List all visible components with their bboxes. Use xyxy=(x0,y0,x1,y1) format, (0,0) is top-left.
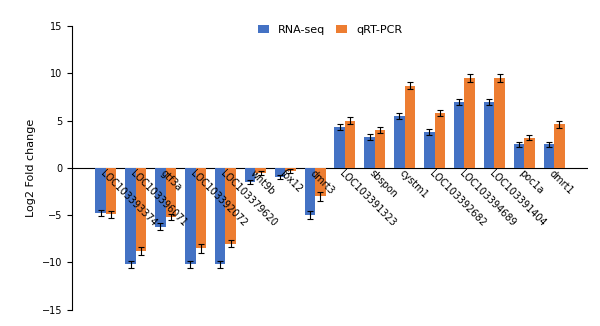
Bar xyxy=(424,132,434,168)
Bar xyxy=(484,102,494,168)
Bar xyxy=(275,168,285,177)
Text: fox12: fox12 xyxy=(278,168,304,194)
Bar xyxy=(215,168,226,264)
Bar xyxy=(305,168,315,215)
Bar xyxy=(166,168,176,217)
Text: LOC103393374: LOC103393374 xyxy=(99,168,159,228)
Bar xyxy=(524,138,535,168)
Bar xyxy=(544,144,554,168)
Bar xyxy=(394,116,404,168)
Bar xyxy=(464,78,475,168)
Y-axis label: Log2 Fold change: Log2 Fold change xyxy=(26,119,36,217)
Bar xyxy=(554,125,565,168)
Text: dmrt1: dmrt1 xyxy=(547,168,575,196)
Bar xyxy=(155,168,166,227)
Bar xyxy=(364,137,375,168)
Bar xyxy=(454,102,464,168)
Bar xyxy=(185,168,196,264)
Bar xyxy=(514,144,524,168)
Text: wnt9b: wnt9b xyxy=(248,168,277,197)
Bar xyxy=(375,130,385,168)
Text: LOC103396071: LOC103396071 xyxy=(129,168,188,228)
Bar xyxy=(285,168,296,171)
Bar xyxy=(125,168,136,264)
Text: cystm1: cystm1 xyxy=(398,168,430,200)
Text: sbspon: sbspon xyxy=(368,168,400,200)
Bar xyxy=(345,121,355,168)
Bar xyxy=(256,168,266,173)
Bar xyxy=(334,127,345,168)
Bar xyxy=(494,78,505,168)
Text: LOC103391323: LOC103391323 xyxy=(338,168,398,228)
Text: LOC103392072: LOC103392072 xyxy=(188,168,248,228)
Text: poc1a: poc1a xyxy=(517,168,545,196)
Bar xyxy=(245,168,256,182)
Text: LOC103391404: LOC103391404 xyxy=(487,168,547,228)
Bar xyxy=(226,168,236,244)
Bar xyxy=(315,168,326,196)
Bar xyxy=(95,168,106,213)
Text: LOC103379620: LOC103379620 xyxy=(218,168,278,228)
Bar xyxy=(106,168,116,214)
Bar xyxy=(404,86,415,168)
Text: dmrt3: dmrt3 xyxy=(308,168,336,196)
Legend: RNA-seq, qRT-PCR: RNA-seq, qRT-PCR xyxy=(253,21,407,39)
Bar xyxy=(434,113,445,168)
Bar xyxy=(196,168,206,248)
Bar xyxy=(136,168,146,251)
Text: LOC103392682: LOC103392682 xyxy=(428,168,488,228)
Text: LOC103394689: LOC103394689 xyxy=(457,168,517,228)
Text: gtf3a: gtf3a xyxy=(158,168,184,193)
